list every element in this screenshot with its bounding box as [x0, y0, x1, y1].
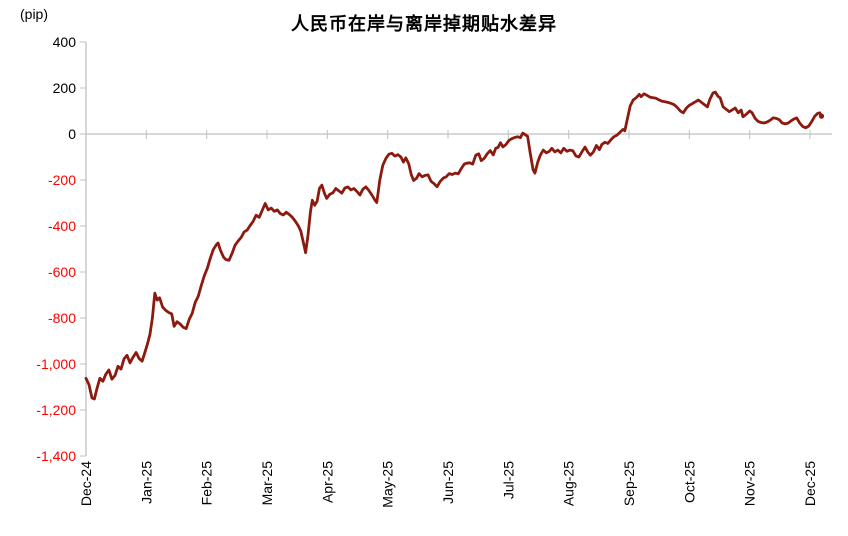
y-tick-label: -600 [48, 264, 76, 280]
x-tick-label: May-25 [380, 461, 396, 508]
x-tick-label: Dec-24 [78, 461, 94, 506]
x-tick-label: Apr-25 [319, 461, 335, 503]
x-tick-label: Sep-25 [621, 461, 637, 506]
y-tick-label: -1,200 [36, 402, 76, 418]
x-tick-label: Nov-25 [742, 461, 758, 506]
y-tick-label: -400 [48, 218, 76, 234]
x-tick-label: Oct-25 [681, 461, 697, 503]
x-tick-label: Dec-25 [802, 461, 818, 506]
y-axis-unit-label: (pip) [20, 6, 49, 22]
x-tick-label: Jun-25 [440, 461, 456, 504]
y-tick-label: -1,000 [36, 356, 76, 372]
y-tick-label: 200 [53, 80, 77, 96]
chart-title: 人民币在岸与离岸掉期贴水差异 [291, 14, 557, 34]
x-tick-label: Feb-25 [199, 461, 215, 506]
x-tick-label: Jul-25 [500, 461, 516, 499]
data-line [84, 90, 823, 401]
y-tick-label: -800 [48, 310, 76, 326]
y-tick-label: 0 [68, 126, 76, 142]
last-point-marker [818, 113, 825, 119]
y-tick-label: 400 [53, 34, 77, 50]
y-tick-label: -200 [48, 172, 76, 188]
x-tick-label: Mar-25 [259, 461, 275, 506]
x-tick-label: Aug-25 [561, 461, 577, 506]
y-tick-label: -1,400 [36, 448, 76, 464]
x-tick-label: Jan-25 [138, 461, 154, 504]
